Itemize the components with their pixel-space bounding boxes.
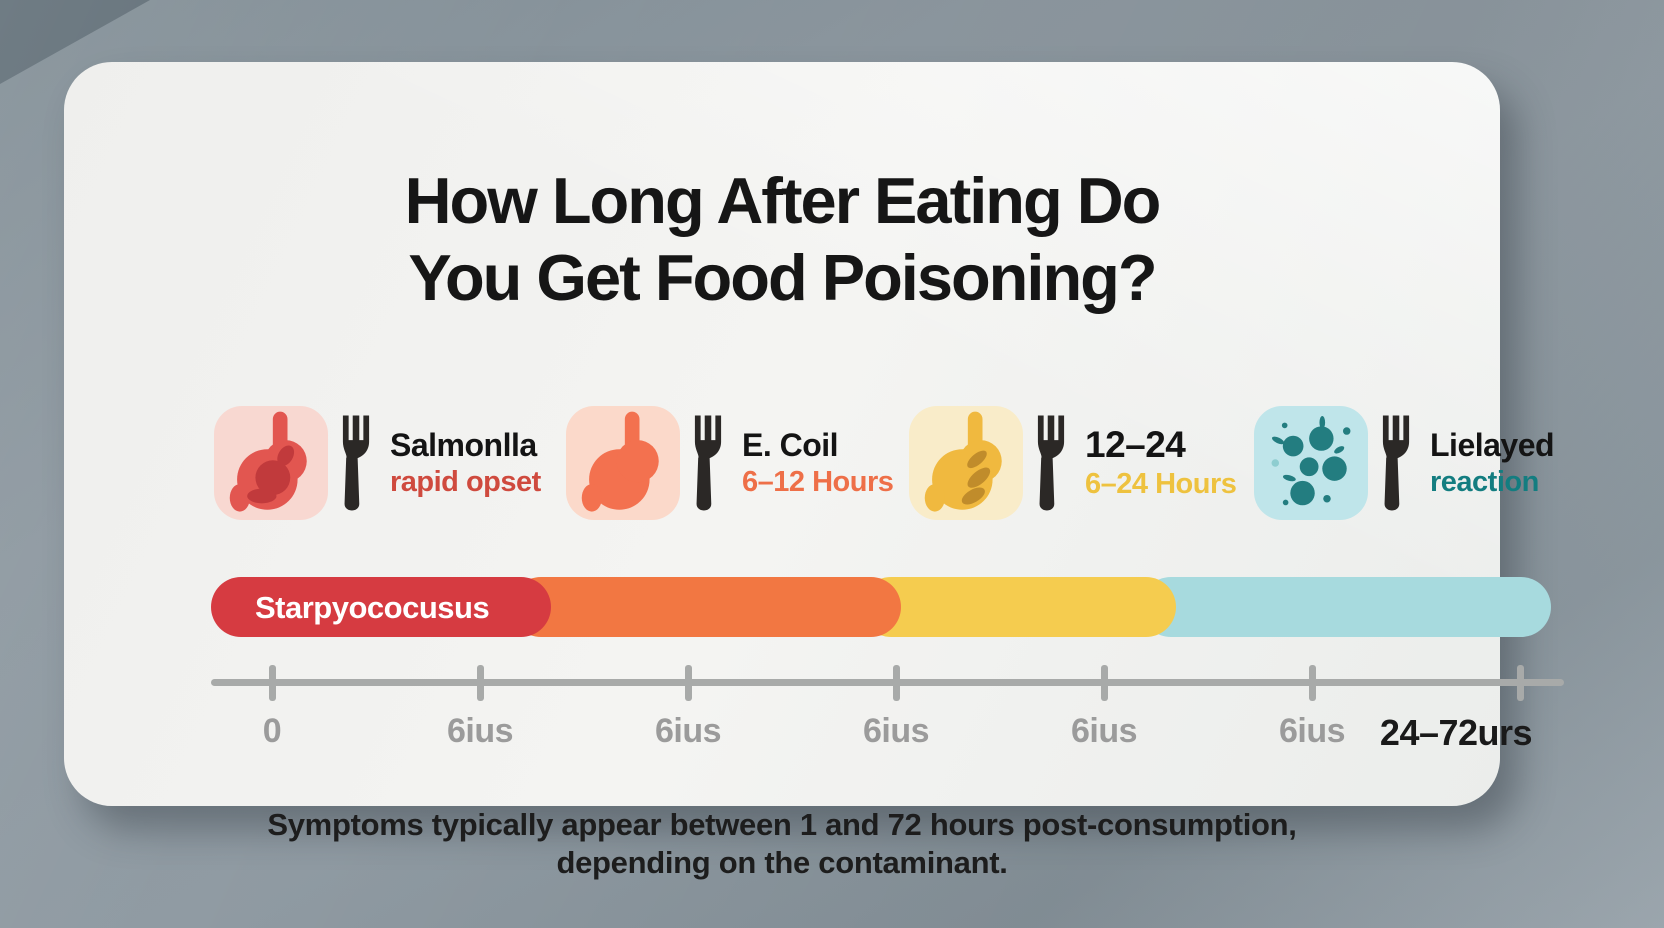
axis-tick: [269, 665, 276, 701]
pathogen-name: 12–24: [1085, 424, 1186, 466]
pathogen-name: Lielayed: [1430, 426, 1555, 463]
pathogen-text-block: Lielayed reaction: [1430, 426, 1555, 498]
pathogen-timing: 6–24 Hours: [1085, 468, 1237, 501]
axis-tick: [1517, 665, 1524, 701]
timeline-axis: [211, 679, 1564, 686]
infographic-card: How Long After Eating Do You Get Food Po…: [64, 62, 1564, 880]
pathogen-item-ecoli: E. Coil 6–12 Hours: [566, 406, 894, 520]
pathogen-item-delayed: Lielayed reaction: [1254, 406, 1555, 520]
axis-tick: [685, 665, 692, 701]
pathogen-text-block: Salmonlla rapid opset: [390, 426, 541, 498]
axis-tick-label: 6ius: [446, 712, 514, 750]
fork-icon: [690, 407, 726, 519]
axis-tick-label: 24–72urs: [1379, 712, 1533, 753]
timeline-bar: Starpyococusus: [211, 577, 1551, 637]
pathogen-item-salmonella: Salmonlla rapid opset: [214, 406, 541, 520]
axis-tick: [893, 665, 900, 701]
caption: Symptoms typically appear between 1 and …: [64, 806, 1500, 882]
axis-tick-label: 6ius: [1278, 712, 1346, 750]
caption-line-2: depending on the contaminant.: [556, 845, 1008, 880]
axis-tick: [1101, 665, 1108, 701]
pathogen-name: E. Coil: [742, 426, 839, 463]
pathogen-name: Salmonlla: [390, 426, 537, 463]
axis-tick-label: 6ius: [1070, 712, 1138, 750]
fork-icon: [1033, 407, 1069, 519]
bar-segment-orange: [511, 577, 901, 637]
fork-icon: [1378, 407, 1414, 519]
caption-line-1: Symptoms typically appear between 1 and …: [267, 807, 1297, 842]
stomach-icon: [214, 406, 328, 520]
bar-label: Starpyococusus: [255, 590, 490, 625]
title-line-1: How Long After Eating Do: [404, 164, 1162, 237]
pathogen-timing: 6–12 Hours: [742, 465, 894, 498]
fork-icon: [338, 407, 374, 519]
axis-tick-label: 6ius: [654, 712, 722, 750]
axis-tick-label: 0: [262, 712, 282, 750]
bar-segment-cyan: [1141, 577, 1551, 637]
pathogen-text-block: E. Coil 6–12 Hours: [742, 426, 894, 498]
pathogen-item-12-24: 12–24 6–24 Hours: [909, 406, 1237, 520]
axis-tick: [477, 665, 484, 701]
stomach-icon: [909, 406, 1023, 520]
pathogen-timing: rapid opset: [390, 465, 541, 498]
bar-segment-yellow: [861, 577, 1176, 637]
page-title: How Long After Eating Do You Get Food Po…: [64, 162, 1500, 316]
bar-segment-red: [211, 577, 551, 637]
title-line-2: You Get Food Poisoning?: [408, 241, 1157, 314]
pathogen-text-block: 12–24 6–24 Hours: [1085, 424, 1237, 501]
stomach-icon: [566, 406, 680, 520]
axis-tick-label: 6ius: [862, 712, 930, 750]
pathogen-timing: reaction: [1430, 465, 1539, 498]
bacteria-icon: [1254, 406, 1368, 520]
axis-tick: [1309, 665, 1316, 701]
